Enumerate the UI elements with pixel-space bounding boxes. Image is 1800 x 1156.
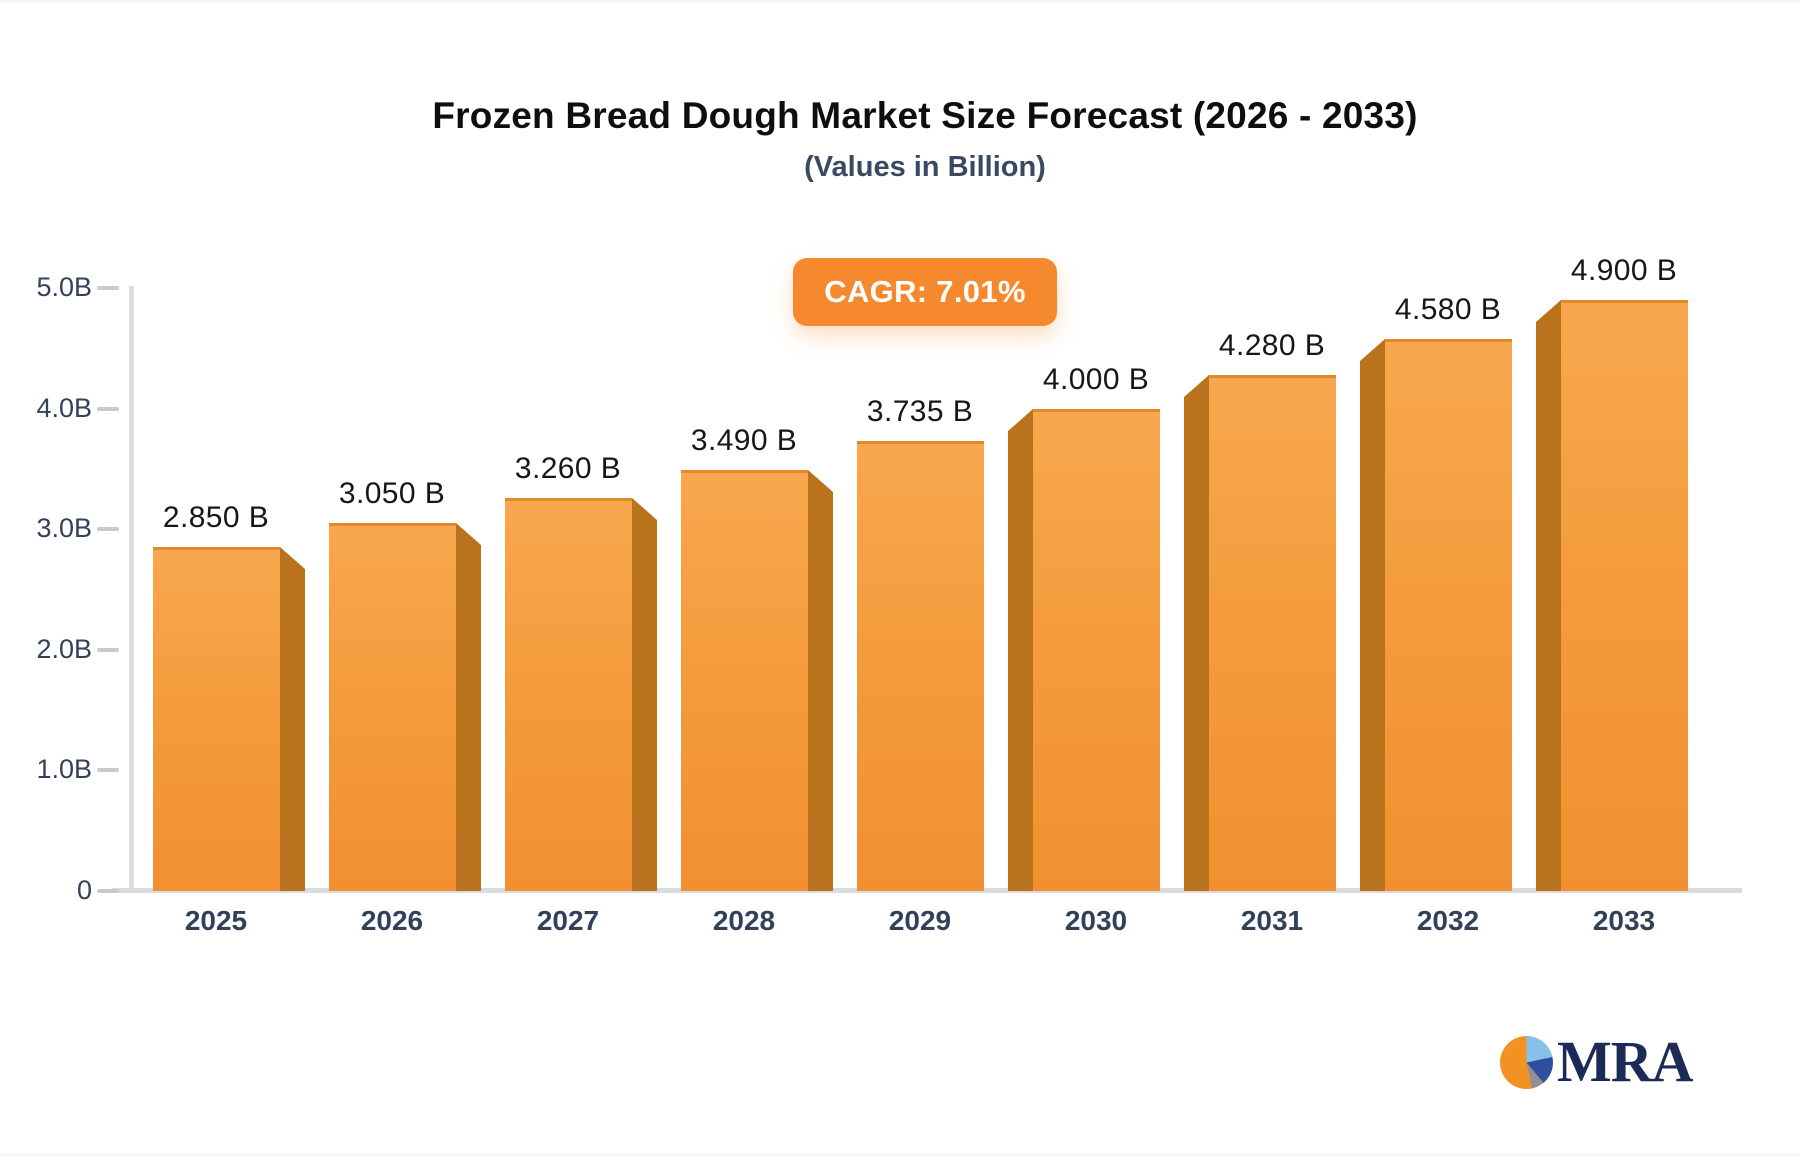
x-tick-label-2033: 2033 bbox=[1592, 905, 1656, 936]
y-tick-label: 3.0B bbox=[36, 513, 92, 544]
bar-2032 bbox=[1385, 339, 1512, 891]
bar-2027 bbox=[505, 498, 632, 891]
bar-2033 bbox=[1561, 300, 1688, 891]
chart-title: Frozen Bread Dough Market Size Forecast … bbox=[432, 95, 1418, 136]
bar-3d-side-2033 bbox=[1536, 300, 1561, 891]
chart-subtitle: (Values in Billion) bbox=[804, 151, 1046, 183]
y-tick-mark bbox=[97, 286, 119, 290]
bar-value-label-2030: 4.000 B bbox=[1042, 363, 1150, 396]
cagr-badge: CAGR: 7.01% bbox=[793, 258, 1057, 326]
bar-2030 bbox=[1033, 409, 1160, 891]
bar-2028 bbox=[681, 470, 808, 891]
mra-logo-text: MRA bbox=[1557, 1029, 1694, 1094]
y-tick-label: 4.0B bbox=[36, 392, 92, 423]
bar-2029 bbox=[857, 441, 984, 891]
bar-value-label-2028: 3.490 B bbox=[690, 424, 798, 457]
y-tick-mark bbox=[97, 768, 119, 773]
y-tick-mark bbox=[97, 889, 119, 893]
bar-3d-side-2030 bbox=[1008, 409, 1033, 891]
bar-3d-side-2026 bbox=[456, 523, 481, 891]
bar-2031 bbox=[1209, 375, 1336, 891]
y-tick-label: 5.0B bbox=[36, 272, 92, 302]
bar-3d-side-2032 bbox=[1360, 339, 1385, 891]
x-tick-label-2027: 2027 bbox=[536, 905, 600, 936]
y-tick-label: 2.0B bbox=[36, 633, 92, 664]
x-tick-label-2025: 2025 bbox=[184, 905, 248, 936]
y-tick-label: 1.0B bbox=[36, 754, 92, 785]
x-tick-label-2028: 2028 bbox=[712, 905, 776, 936]
bar-value-label-2031: 4.280 B bbox=[1218, 329, 1326, 362]
bar-value-label-2032: 4.580 B bbox=[1394, 293, 1502, 326]
x-tick-label-2026: 2026 bbox=[360, 905, 424, 936]
bar-value-label-2026: 3.050 B bbox=[338, 477, 446, 510]
y-tick-mark bbox=[97, 647, 119, 652]
x-tick-label-2030: 2030 bbox=[1064, 905, 1128, 936]
bar-3d-side-2025 bbox=[280, 547, 305, 891]
bar-value-label-2029: 3.735 B bbox=[866, 395, 974, 428]
bar-value-label-2025: 2.850 B bbox=[162, 501, 270, 534]
x-tick-label-2031: 2031 bbox=[1240, 905, 1304, 936]
x-tick-label-2029: 2029 bbox=[888, 905, 952, 936]
y-tick-label: 0 bbox=[76, 875, 92, 905]
bar-2025 bbox=[153, 547, 280, 891]
bar-value-label-2033: 4.900 B bbox=[1570, 254, 1678, 287]
bar-3d-side-2027 bbox=[632, 498, 657, 891]
mra-logo: MRA bbox=[1500, 1029, 1694, 1094]
bar-chart-plot-area: 0 1.0B 2.0B 3.0B 4.0B 5.0B 2.850 B 2025 3.050 B 2… bbox=[0, 3, 1800, 1153]
bar-3d-side-2028 bbox=[808, 470, 833, 891]
bar-3d-side-2031 bbox=[1184, 375, 1209, 891]
bar-2026 bbox=[329, 523, 456, 891]
pie-chart-logo-icon bbox=[1500, 1035, 1553, 1089]
y-axis-line bbox=[129, 286, 134, 891]
x-tick-label-2032: 2032 bbox=[1416, 905, 1480, 936]
y-tick-mark bbox=[97, 406, 119, 411]
y-tick-mark bbox=[97, 527, 119, 532]
bar-value-label-2027: 3.260 B bbox=[514, 452, 622, 485]
